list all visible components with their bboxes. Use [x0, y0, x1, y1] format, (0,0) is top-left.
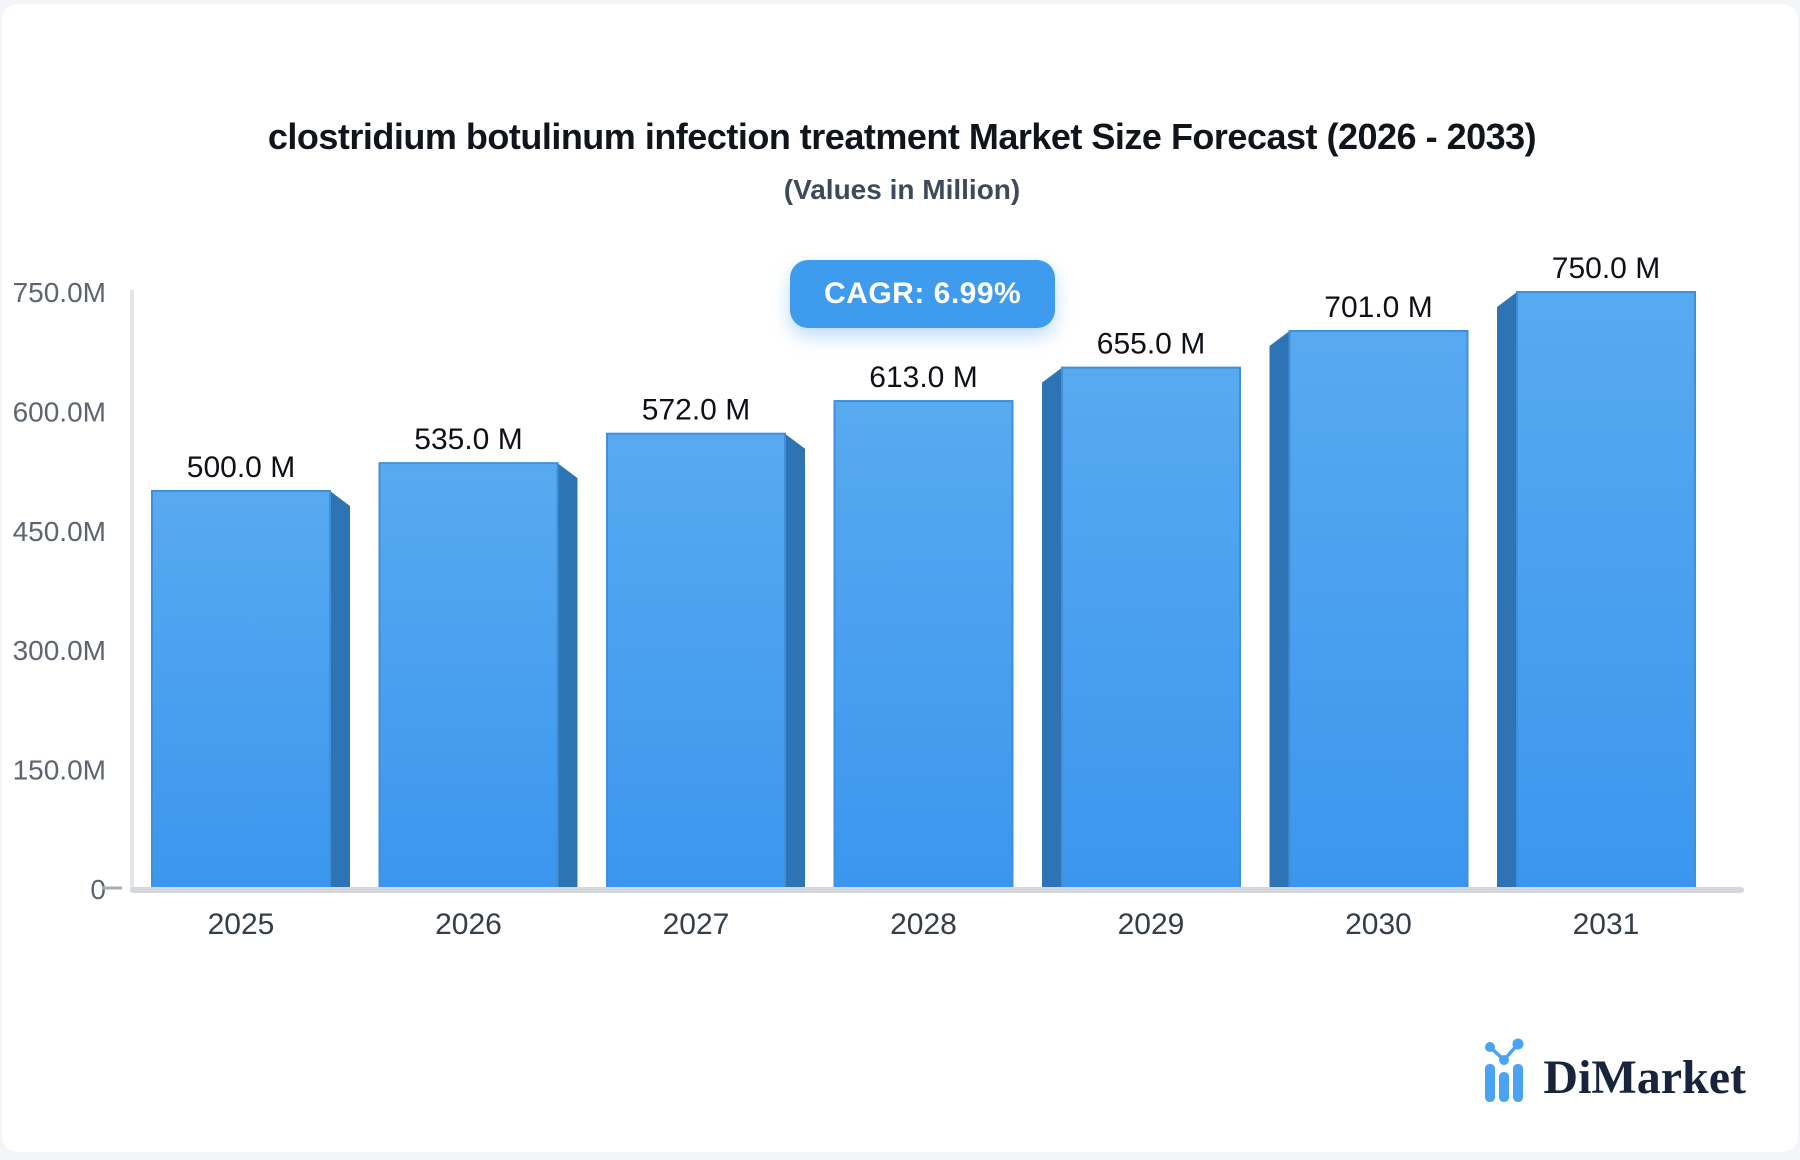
bar-2027[interactable]	[606, 432, 786, 890]
bar-2028[interactable]	[833, 400, 1014, 890]
brand-icon-bar	[1513, 1064, 1524, 1102]
bar-value-label: 613.0 M	[869, 361, 977, 394]
x-axis-label: 2031	[1573, 908, 1640, 941]
bar-3d-side	[330, 491, 350, 889]
bar-line-chart-icon	[1485, 1038, 1524, 1102]
bar-group	[833, 400, 1014, 890]
y-axis-line	[130, 290, 134, 892]
bar-2025[interactable]	[151, 490, 331, 890]
bar-2026[interactable]	[378, 462, 559, 890]
x-axis-baseline	[130, 887, 1744, 893]
bar-value-label: 500.0 M	[187, 451, 295, 484]
bar-2029[interactable]	[1061, 366, 1241, 890]
bar-group	[1042, 366, 1241, 890]
chart-card: clostridium botulinum infection treatmen…	[2, 4, 1798, 1152]
bar-group	[1269, 330, 1469, 890]
plot-area: 750.0M 600.0M 450.0M 300.0M 150.0M 0 500.0 M 20…	[13, 250, 1744, 941]
x-axis-label: 2025	[208, 908, 275, 941]
cagr-badge: CAGR: 6.99%	[790, 260, 1056, 328]
brand-name: DiMarket	[1543, 1051, 1746, 1104]
bar-group	[1497, 291, 1696, 890]
brand-icon-dot	[1512, 1038, 1524, 1050]
x-axis-label: 2030	[1345, 908, 1412, 941]
bar-group	[151, 490, 350, 890]
brand-logo: DiMarket	[1481, 1038, 1746, 1102]
bar-3d-side	[1042, 367, 1062, 889]
x-axis-label: 2028	[890, 908, 957, 941]
bar-3d-side	[785, 433, 805, 889]
bar-group	[606, 432, 805, 890]
chart-title: clostridium botulinum infection treatmen…	[267, 116, 1537, 157]
bar-3d-side	[1497, 292, 1517, 889]
bar-group	[378, 462, 578, 890]
chart-subtitle: (Values in Million)	[783, 174, 1021, 205]
bar-value-label: 750.0 M	[1552, 252, 1660, 285]
bar-value-label: 535.0 M	[414, 423, 522, 456]
x-axis-label: 2029	[1118, 908, 1185, 941]
y-tick-label: 450.0M	[13, 516, 106, 547]
bar-2031[interactable]	[1516, 291, 1696, 890]
y-tick-label: 750.0M	[13, 277, 106, 308]
x-axis-label: 2026	[435, 908, 502, 941]
y-tick-label: 600.0M	[13, 396, 106, 427]
chart-svg: 750.0M 600.0M 450.0M 300.0M 150.0M 0 500.0 M 20…	[13, 250, 1744, 941]
x-axis-label: 2027	[663, 908, 730, 941]
y-tick-label: 0	[90, 874, 106, 905]
bar-value-label: 572.0 M	[642, 394, 750, 427]
y-tick-label: 150.0M	[13, 755, 106, 786]
bar-value-label: 701.0 M	[1324, 291, 1432, 324]
bar-2030[interactable]	[1288, 330, 1469, 890]
bar-3d-side	[557, 463, 578, 889]
brand-icon-dot	[1499, 1055, 1510, 1065]
cagr-badge-label: CAGR: 6.99%	[824, 277, 1022, 310]
y-tick-label: 300.0M	[13, 635, 106, 666]
brand-icon-dot	[1485, 1042, 1496, 1052]
bar-value-label: 655.0 M	[1097, 328, 1205, 361]
bar-3d-side	[1269, 331, 1290, 889]
brand-icon-bar	[1499, 1072, 1510, 1102]
brand-icon-bar	[1485, 1064, 1496, 1102]
